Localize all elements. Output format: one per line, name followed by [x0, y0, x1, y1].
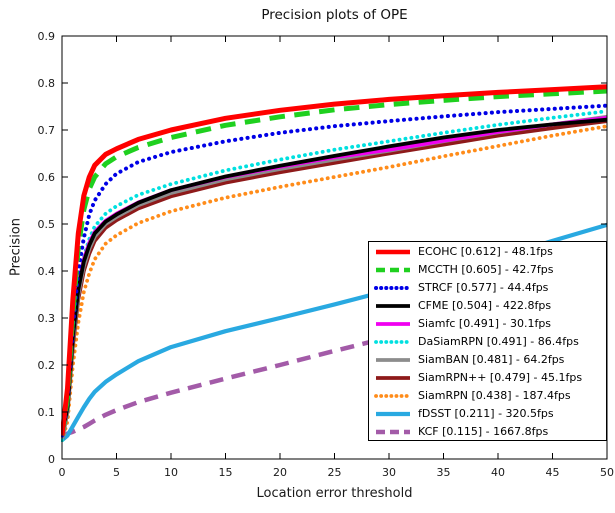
x-tick-label: 0 — [59, 466, 66, 479]
x-tick-label: 45 — [546, 466, 560, 479]
legend-item-DaSiamRPN: DaSiamRPN [0.491] - 86.4fps — [374, 333, 606, 351]
y-axis-label: Precision — [8, 217, 24, 277]
y-tick-label: 0.6 — [38, 171, 56, 184]
legend-label: SiamBAN [0.481] - 64.2fps — [418, 353, 565, 366]
series-lines-group — [61, 84, 608, 443]
x-tick-label: 10 — [164, 466, 178, 479]
y-tick-label: 0.9 — [38, 30, 56, 43]
legend-label: fDSST [0.211] - 320.5fps — [418, 407, 554, 420]
legend-item-SiamRPN++: SiamRPN++ [0.479] - 45.1fps — [374, 369, 606, 387]
legend-line-sample — [374, 340, 412, 344]
series-line-SiamRPN — [61, 124, 608, 443]
legend-item-Siamfc: Siamfc [0.491] - 30.1fps — [374, 315, 606, 333]
legend-item-SiamRPN: SiamRPN [0.438] - 187.4fps — [374, 387, 606, 405]
legend-label: KCF [0.115] - 1667.8fps — [418, 425, 549, 438]
legend-line-sample — [376, 304, 410, 308]
legend-line-sample — [376, 358, 410, 362]
x-axis-label: Location error threshold — [256, 486, 413, 501]
y-tick-label: 0 — [48, 453, 55, 466]
y-tick-label: 0.8 — [38, 77, 56, 90]
x-tick-label: 40 — [491, 466, 505, 479]
series-line-ECOHC — [61, 84, 608, 436]
legend-label: STRCF [0.577] - 44.4fps — [418, 281, 549, 294]
chart-title: Precision plots of OPE — [261, 7, 408, 23]
legend-line-sample — [376, 411, 410, 417]
legend-label: DaSiamRPN [0.491] - 86.4fps — [418, 335, 579, 348]
y-tick-label: 0.2 — [38, 359, 56, 372]
legend-item-ECOHC: ECOHC [0.612] - 48.1fps — [374, 243, 606, 261]
legend-item-fDSST: fDSST [0.211] - 320.5fps — [374, 405, 606, 423]
legend-item-STRCF: STRCF [0.577] - 44.4fps — [374, 279, 606, 297]
x-tick-label: 50 — [600, 466, 614, 479]
legend-label: SiamRPN [0.438] - 187.4fps — [418, 389, 571, 402]
legend-label: SiamRPN++ [0.479] - 45.1fps — [418, 371, 583, 384]
legend-label: Siamfc [0.491] - 30.1fps — [418, 317, 552, 330]
x-tick-label: 30 — [382, 466, 396, 479]
y-tick-label: 0.5 — [38, 218, 56, 231]
legend-line-sample — [374, 286, 412, 290]
y-tick-label: 0.1 — [38, 406, 56, 419]
legend-item-CFME: CFME [0.504] - 422.8fps — [374, 297, 606, 315]
x-tick-label: 20 — [273, 466, 287, 479]
legend-label: MCCTH [0.605] - 42.7fps — [418, 263, 554, 276]
legend-item-KCF: KCF [0.115] - 1667.8fps — [374, 423, 606, 441]
series-line-CFME — [61, 117, 608, 436]
y-tick-label: 0.4 — [38, 265, 56, 278]
legend-line-sample — [376, 267, 410, 273]
x-tick-label: 15 — [219, 466, 233, 479]
legend-label: CFME [0.504] - 422.8fps — [418, 299, 552, 312]
x-tick-label: 25 — [328, 466, 342, 479]
legend: ECOHC [0.612] - 48.1fps MCCTH [0.605] - 4… — [368, 241, 607, 441]
legend-item-MCCTH: MCCTH [0.605] - 42.7fps — [374, 261, 606, 279]
y-tick-label: 0.3 — [38, 312, 56, 325]
y-tick-label: 0.7 — [38, 124, 56, 137]
x-tick-label: 35 — [437, 466, 451, 479]
legend-line-sample — [376, 376, 410, 380]
legend-item-SiamBAN: SiamBAN [0.481] - 64.2fps — [374, 351, 606, 369]
x-tick-label: 5 — [113, 466, 120, 479]
legend-line-sample — [374, 394, 412, 398]
legend-line-sample — [376, 249, 410, 255]
legend-line-sample — [376, 429, 410, 435]
legend-label: ECOHC [0.612] - 48.1fps — [418, 245, 553, 258]
legend-line-sample — [376, 322, 410, 326]
